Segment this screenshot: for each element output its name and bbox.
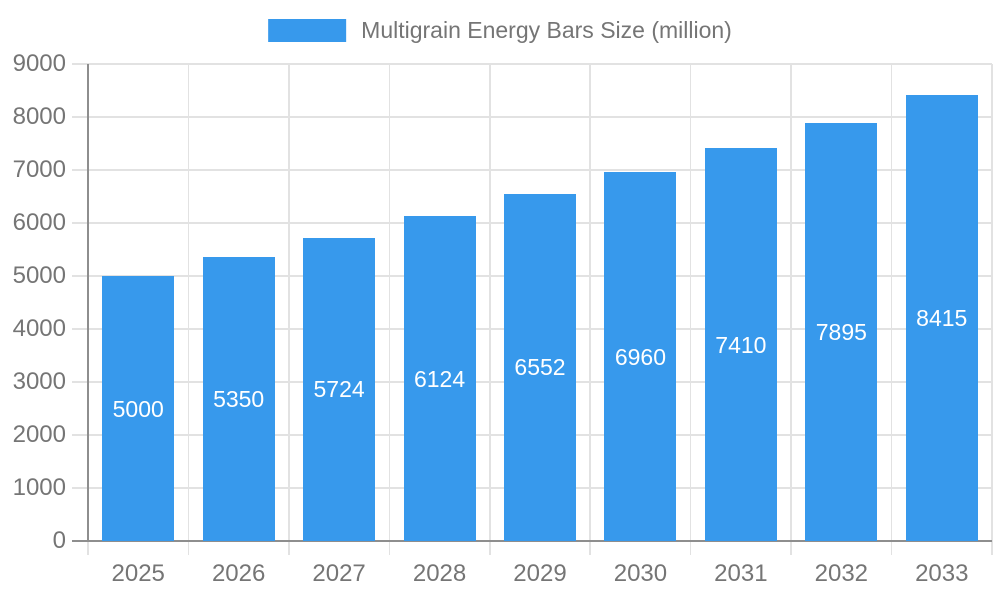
x-axis-tick-label: 2029: [513, 560, 567, 587]
bar-value-label: 5000: [112, 395, 164, 422]
bar-value-label: 6960: [614, 343, 667, 370]
bar-value-label: 7895: [815, 318, 867, 345]
y-axis-tick-label: 4000: [12, 315, 66, 342]
x-gridline: [589, 64, 591, 555]
x-gridline: [489, 64, 491, 555]
y-gridline: [72, 63, 992, 65]
x-axis-tick-label: 2031: [714, 560, 768, 587]
y-gridline: [72, 116, 992, 118]
x-gridline: [991, 64, 993, 555]
bar-value-label: 7410: [715, 331, 767, 358]
x-gridline: [388, 64, 391, 555]
bar[interactable]: 8415: [905, 95, 978, 541]
legend-label: Multigrain Energy Bars Size (million): [361, 17, 732, 43]
x-axis-tick-label: 2033: [915, 560, 969, 587]
x-gridline: [790, 64, 792, 555]
y-axis-tick-label: 2000: [12, 421, 66, 448]
y-axis-tick-label: 8000: [12, 103, 66, 130]
y-gridline: [72, 169, 992, 171]
x-axis-tick-label: 2025: [111, 560, 165, 587]
y-axis-tick-label: 1000: [12, 474, 66, 501]
bar[interactable]: 6124: [403, 216, 476, 541]
x-gridline: [288, 64, 290, 555]
bar[interactable]: 5350: [202, 257, 275, 541]
x-axis-tick-label: 2026: [211, 560, 266, 587]
bar[interactable]: 6552: [504, 193, 576, 541]
y-axis-line: [87, 64, 89, 541]
y-axis-tick-label: 9000: [12, 50, 66, 77]
x-gridline: [689, 64, 692, 555]
bar-value-label: 6124: [413, 365, 466, 392]
x-axis-tick-label: 2032: [814, 560, 869, 587]
y-axis-tick-label: 5000: [12, 262, 66, 289]
bar[interactable]: 7410: [704, 148, 777, 541]
bar[interactable]: 5000: [102, 276, 175, 541]
x-axis-tick-label: 2028: [412, 560, 467, 587]
bar[interactable]: 7895: [805, 122, 878, 541]
bar[interactable]: 6960: [604, 172, 677, 541]
bar-value-label: 5350: [213, 386, 265, 413]
bar[interactable]: 5724: [303, 237, 376, 541]
bar-value-label: 5724: [313, 376, 365, 403]
y-axis-tick-label: 0: [52, 527, 66, 554]
y-axis-tick-label: 7000: [12, 156, 66, 183]
y-axis-tick-label: 3000: [12, 368, 66, 395]
legend-color-swatch: [268, 19, 347, 42]
x-gridline: [187, 64, 190, 555]
chart-legend[interactable]: Multigrain Energy Bars Size (million): [268, 17, 732, 44]
y-axis-tick-label: 6000: [12, 209, 66, 236]
x-axis-line: [72, 540, 992, 542]
x-axis-tick-label: 2027: [312, 560, 366, 587]
bar-value-label: 8415: [916, 304, 968, 331]
bar-value-label: 6552: [514, 354, 566, 381]
x-gridline: [890, 64, 893, 555]
x-axis-tick-label: 2030: [613, 560, 668, 587]
